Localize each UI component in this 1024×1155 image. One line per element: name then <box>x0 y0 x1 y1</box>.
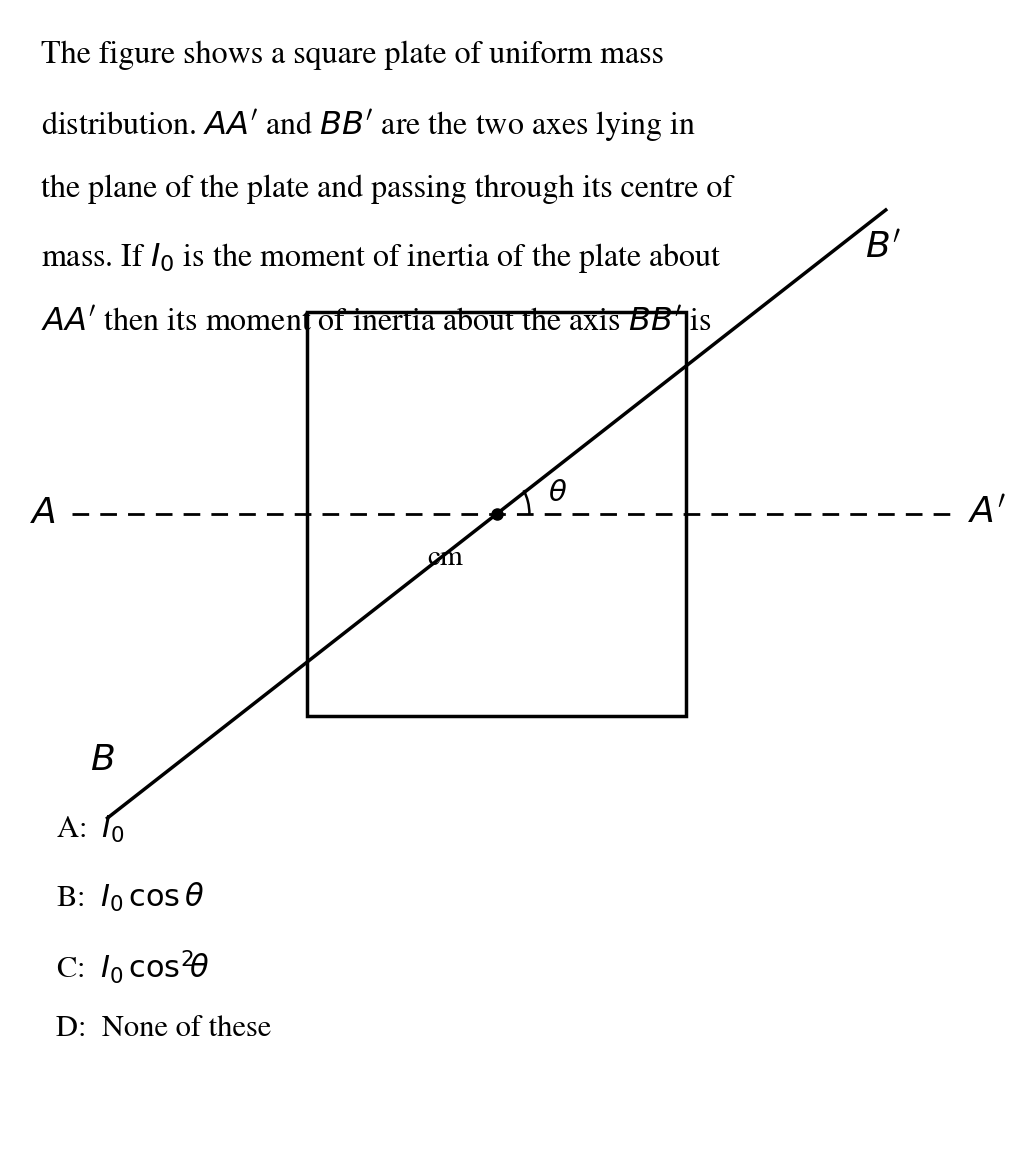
Text: the plane of the plate and passing through its centre of: the plane of the plate and passing throu… <box>41 174 733 203</box>
Text: B:  $\mathit{I}_0\,\mathrm{cos}\,\theta$: B: $\mathit{I}_0\,\mathrm{cos}\,\theta$ <box>56 881 205 915</box>
Text: $\mathit{B'}$: $\mathit{B'}$ <box>865 232 901 266</box>
Text: $\mathit{B}$: $\mathit{B}$ <box>90 745 115 778</box>
Text: D:  None of these: D: None of these <box>56 1015 271 1043</box>
Text: The figure shows a square plate of uniform mass: The figure shows a square plate of unifo… <box>41 40 664 69</box>
Text: distribution. $\mathit{AA'}$ and $\mathit{BB'}$ are the two axes lying in: distribution. $\mathit{AA'}$ and $\mathi… <box>41 107 696 143</box>
Text: A:  $\mathit{I}_0$: A: $\mathit{I}_0$ <box>56 814 125 845</box>
Text: $\mathit{AA'}$ then its moment of inertia about the axis $\mathit{BB'}$ is: $\mathit{AA'}$ then its moment of inerti… <box>41 308 712 337</box>
Text: $\theta$: $\theta$ <box>548 482 567 507</box>
Text: C:  $\mathit{I}_0\,\mathrm{cos}^2\!\theta$: C: $\mathit{I}_0\,\mathrm{cos}^2\!\theta… <box>56 948 210 986</box>
FancyBboxPatch shape <box>307 312 686 716</box>
Text: mass. If $\mathit{I}_0$ is the moment of inertia of the plate about: mass. If $\mathit{I}_0$ is the moment of… <box>41 241 722 275</box>
Text: cm: cm <box>428 546 463 572</box>
Text: $\mathit{A}$: $\mathit{A}$ <box>30 498 56 530</box>
Text: $\mathit{A'}$: $\mathit{A'}$ <box>968 498 1006 530</box>
